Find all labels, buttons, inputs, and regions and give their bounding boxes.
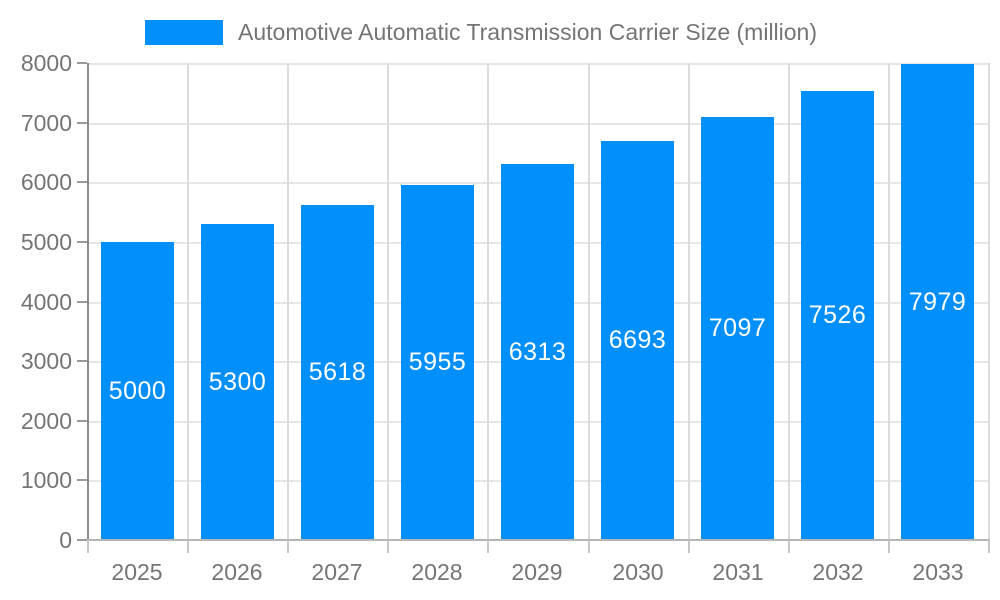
- y-axis-tick: [77, 360, 87, 362]
- x-axis-tick: [788, 540, 790, 553]
- x-axis-label: 2028: [411, 559, 463, 585]
- bar-2031[interactable]: 7097: [701, 117, 774, 540]
- bar-value-label: 5300: [208, 367, 267, 396]
- bar-value-label: 7526: [808, 301, 867, 329]
- v-gridline: [688, 63, 690, 540]
- h-gridline: [87, 123, 988, 125]
- bar-value-label: 7097: [708, 314, 767, 342]
- v-gridline: [788, 63, 790, 540]
- y-axis-tick: [77, 301, 87, 303]
- y-axis-label: 7000: [20, 110, 72, 136]
- x-axis-label: 2033: [912, 559, 964, 585]
- x-axis-label: 2030: [612, 559, 664, 585]
- x-axis-line: [87, 539, 990, 541]
- legend-item[interactable]: Automotive Automatic Transmission Carrie…: [145, 19, 817, 46]
- y-axis-tick: [77, 241, 87, 243]
- legend-label: Automotive Automatic Transmission Carrie…: [238, 19, 818, 45]
- y-axis-label: 0: [59, 527, 72, 553]
- x-axis-tick: [287, 540, 289, 553]
- y-axis-tick: [77, 539, 87, 541]
- x-axis-label: 2032: [812, 559, 864, 585]
- v-gridline: [588, 63, 590, 540]
- bar-value-label: 7979: [908, 287, 967, 316]
- bar-2033[interactable]: 7979: [901, 64, 974, 540]
- bar-value-label: 5618: [308, 358, 367, 386]
- y-axis-label: 5000: [20, 229, 72, 255]
- x-axis-tick: [988, 540, 990, 553]
- x-axis-tick: [187, 540, 189, 553]
- bar-value-label: 5955: [408, 348, 467, 376]
- x-axis-label: 2027: [311, 559, 363, 585]
- y-axis-label: 8000: [20, 50, 72, 76]
- plot-area: 5000 5300 5618 5955 6313 6693 7097 7526 7979: [87, 63, 990, 540]
- x-axis-tick: [588, 540, 590, 553]
- y-axis-label: 4000: [20, 289, 72, 315]
- y-axis-tick: [77, 479, 87, 481]
- y-axis-tick: [77, 181, 87, 183]
- x-axis-label: 2025: [111, 559, 163, 585]
- y-axis-label: 1000: [20, 467, 72, 493]
- x-axis-tick: [487, 540, 489, 553]
- legend-swatch: [145, 20, 223, 45]
- bar-2025[interactable]: 5000: [101, 242, 174, 540]
- y-axis-label: 6000: [20, 169, 72, 195]
- x-axis-tick: [87, 540, 89, 553]
- bar-2028[interactable]: 5955: [401, 185, 474, 540]
- bar-2026[interactable]: 5300: [201, 224, 274, 540]
- x-axis-tick: [387, 540, 389, 553]
- bar-value-label: 5000: [108, 376, 167, 405]
- v-gridline: [287, 63, 289, 540]
- y-axis-tick: [77, 420, 87, 422]
- v-gridline: [487, 63, 489, 540]
- bar-value-label: 6313: [508, 337, 567, 366]
- x-axis-label: 2026: [211, 559, 263, 585]
- y-axis-tick: [77, 62, 87, 64]
- bar-2029[interactable]: 6313: [501, 164, 574, 540]
- y-axis-label: 2000: [20, 408, 72, 434]
- v-gridline: [187, 63, 189, 540]
- v-gridline: [988, 63, 990, 540]
- bar-2032[interactable]: 7526: [801, 91, 874, 540]
- y-axis-tick: [77, 122, 87, 124]
- v-gridline: [387, 63, 389, 540]
- v-gridline: [888, 63, 890, 540]
- x-axis-tick: [688, 540, 690, 553]
- x-axis-tick: [888, 540, 890, 553]
- x-axis-label: 2029: [511, 559, 563, 585]
- x-axis-label: 2031: [712, 559, 764, 585]
- y-axis-line: [87, 63, 89, 542]
- bar-2027[interactable]: 5618: [301, 205, 374, 540]
- bar-value-label: 6693: [608, 326, 667, 354]
- h-gridline: [87, 63, 988, 65]
- y-axis-label: 3000: [20, 348, 72, 374]
- bar-2030[interactable]: 6693: [601, 141, 674, 540]
